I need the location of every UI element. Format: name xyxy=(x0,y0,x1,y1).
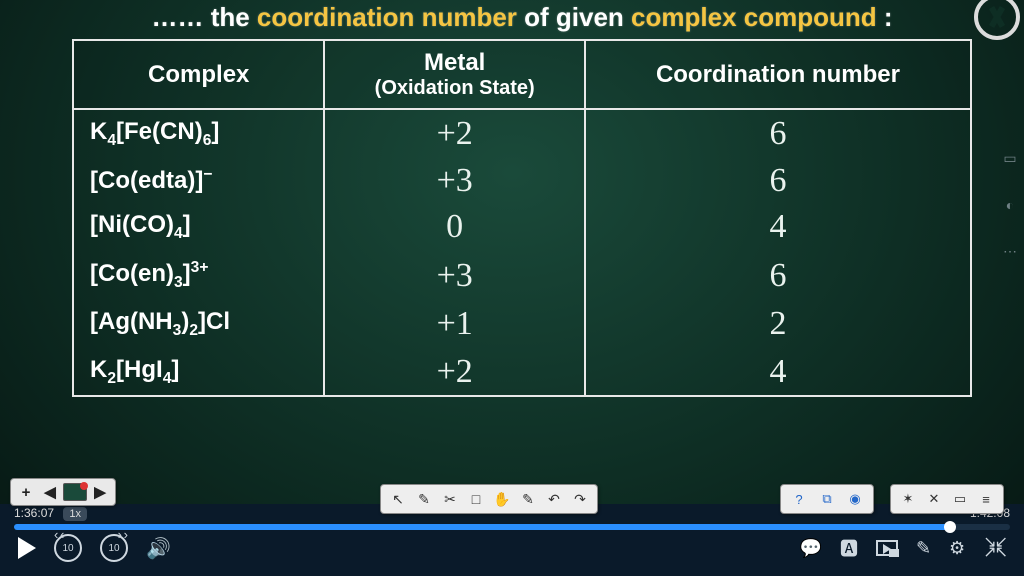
cell-coord-number: 6 xyxy=(585,251,971,300)
share-tool-0[interactable]: ? xyxy=(787,488,811,510)
forward-label: 10 xyxy=(108,543,119,554)
cell-complex: K2[HgI4] xyxy=(73,348,324,397)
chat-icon[interactable]: 💬 xyxy=(800,538,822,559)
play-button[interactable] xyxy=(18,537,36,559)
draw-tool-5[interactable]: ✎ xyxy=(517,488,539,510)
cell-complex: [Co(edta)]− xyxy=(73,158,324,203)
video-player-bar: 1:36:07 1x 1:42:08 10 10 🔊 💬 🅰 ✎ ⚙ ↘↙↗↖ xyxy=(0,504,1024,576)
cell-oxidation: 0 xyxy=(324,203,584,251)
table-row: [Co(en)3]3++36 xyxy=(73,251,971,300)
title-text-mid: of given xyxy=(517,2,631,32)
side-rail: ▭ ◐ ⋯ xyxy=(996,150,1024,260)
fullscreen-icon[interactable]: ↘↙↗↖ xyxy=(983,538,1006,558)
title-highlight-2: complex compound xyxy=(631,2,877,32)
side-icon-3[interactable]: ⋯ xyxy=(1003,243,1017,260)
volume-icon[interactable]: 🔊 xyxy=(146,536,171,561)
share-toolbar: ?⧉◉ xyxy=(780,484,874,514)
view-toolbar: ✶✕▭≡ xyxy=(890,484,1004,514)
title-highlight-1: coordination number xyxy=(257,2,517,32)
cell-coord-number: 6 xyxy=(585,158,971,203)
cell-oxidation: +1 xyxy=(324,300,584,348)
slide-thumb-icon[interactable] xyxy=(63,483,87,501)
prev-slide-button[interactable]: ◀ xyxy=(39,481,61,503)
share-tool-1[interactable]: ⧉ xyxy=(815,488,839,510)
cell-coord-number: 2 xyxy=(585,300,971,348)
cell-coord-number: 4 xyxy=(585,348,971,397)
view-tool-0[interactable]: ✶ xyxy=(897,488,919,510)
title-text-plain: …… the xyxy=(151,2,256,32)
cell-oxidation: +2 xyxy=(324,348,584,397)
draw-toolbar: ↖✎✂□✋✎↶↷ xyxy=(380,484,598,514)
cell-coord-number: 6 xyxy=(585,109,971,158)
table-row: [Ni(CO)4]04 xyxy=(73,203,971,251)
rewind-label: 10 xyxy=(62,543,73,554)
next-slide-button[interactable]: ▶ xyxy=(89,481,111,503)
elapsed-time: 1:36:07 xyxy=(14,506,54,520)
title-text-end: : xyxy=(877,2,893,32)
cell-complex: [Ag(NH3)2]Cl xyxy=(73,300,324,348)
cell-complex: [Ni(CO)4] xyxy=(73,203,324,251)
draw-tool-4[interactable]: ✋ xyxy=(491,488,513,510)
draw-tool-7[interactable]: ↷ xyxy=(569,488,591,510)
share-tool-2[interactable]: ◉ xyxy=(843,488,867,510)
table-row: K4[Fe(CN)6]+26 xyxy=(73,109,971,158)
view-tool-3[interactable]: ≡ xyxy=(975,488,997,510)
player-controls: 10 10 🔊 💬 🅰 ✎ ⚙ ↘↙↗↖ xyxy=(0,534,1024,568)
captions-icon[interactable]: 🅰 xyxy=(840,535,858,561)
cell-complex: [Co(en)3]3+ xyxy=(73,251,324,300)
blackboard-content: …… the coordination number of given comp… xyxy=(0,0,1024,504)
table-row: K2[HgI4]+24 xyxy=(73,348,971,397)
slide-title: …… the coordination number of given comp… xyxy=(60,0,984,39)
side-icon-2[interactable]: ◐ xyxy=(1006,197,1014,213)
th-cn: Coordination number xyxy=(585,40,971,109)
th-metal-sub: (Oxidation State) xyxy=(331,77,577,100)
rewind-10-button[interactable]: 10 xyxy=(54,534,82,562)
pip-icon[interactable] xyxy=(876,540,898,556)
th-metal: Metal (Oxidation State) xyxy=(324,40,584,109)
seek-progress xyxy=(14,524,950,530)
speed-badge[interactable]: 1x xyxy=(63,507,87,521)
draw-tool-3[interactable]: □ xyxy=(465,488,487,510)
table-row: [Ag(NH3)2]Cl+12 xyxy=(73,300,971,348)
draw-tool-6[interactable]: ↶ xyxy=(543,488,565,510)
cell-complex: K4[Fe(CN)6] xyxy=(73,109,324,158)
view-tool-2[interactable]: ▭ xyxy=(949,488,971,510)
notes-icon[interactable]: ✎ xyxy=(916,538,931,559)
cell-oxidation: +3 xyxy=(324,158,584,203)
view-tool-1[interactable]: ✕ xyxy=(923,488,945,510)
coordination-table: Complex Metal (Oxidation State) Coordina… xyxy=(72,39,972,397)
table-row: [Co(edta)]−+36 xyxy=(73,158,971,203)
draw-tool-2[interactable]: ✂ xyxy=(439,488,461,510)
forward-10-button[interactable]: 10 xyxy=(100,534,128,562)
slide-nav-toolbar: + ◀ ▶ xyxy=(10,478,116,506)
cell-coord-number: 4 xyxy=(585,203,971,251)
side-icon-1[interactable]: ▭ xyxy=(1003,150,1016,167)
draw-tool-0[interactable]: ↖ xyxy=(387,488,409,510)
cell-oxidation: +3 xyxy=(324,251,584,300)
draw-tool-1[interactable]: ✎ xyxy=(413,488,435,510)
settings-icon[interactable]: ⚙ xyxy=(949,538,965,559)
th-metal-label: Metal xyxy=(424,49,485,76)
th-complex: Complex xyxy=(73,40,324,109)
cell-oxidation: +2 xyxy=(324,109,584,158)
video-screen: …… the coordination number of given comp… xyxy=(0,0,1024,576)
seek-bar[interactable] xyxy=(14,524,1010,530)
seek-knob[interactable] xyxy=(944,521,956,533)
add-slide-button[interactable]: + xyxy=(15,481,37,503)
